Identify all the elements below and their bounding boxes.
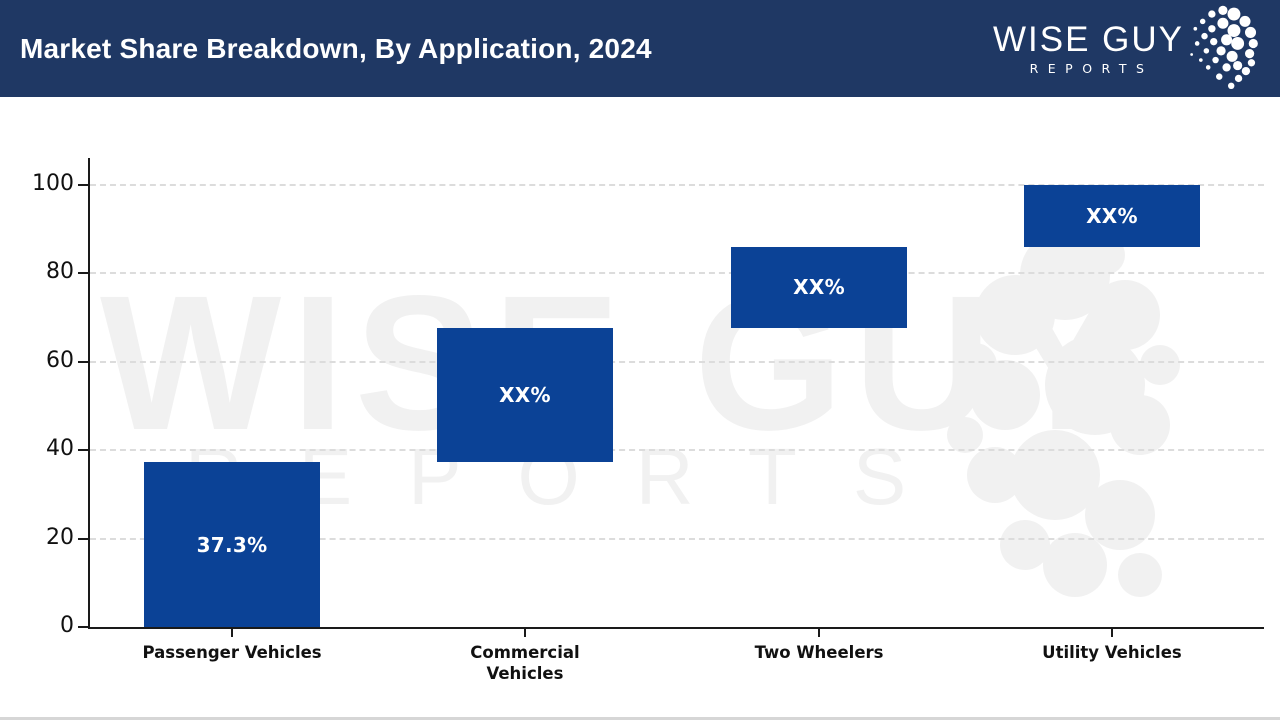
- bar-value-label: XX%: [793, 275, 845, 300]
- gridline-100: [90, 184, 1264, 186]
- y-tick-label-40: 40: [46, 436, 74, 462]
- logo-wordmark: WISE GUY: [992, 19, 1184, 59]
- x-tick-mark-3: [1110, 629, 1113, 637]
- wise-guy-logo: WISE GUY REPORTS: [993, 3, 1266, 95]
- gridline-60: [90, 360, 1264, 363]
- x-tick-label-2: Two Wheelers: [754, 643, 884, 662]
- x-tick-mark-1: [523, 629, 526, 637]
- bottom-border: [0, 717, 1280, 720]
- y-tick-label-20: 20: [46, 524, 74, 550]
- y-tick-label-60: 60: [46, 347, 74, 373]
- logo-head-icon: [1190, 5, 1258, 89]
- bar-value-label: XX%: [499, 382, 551, 407]
- x-tick-mark-0: [231, 629, 234, 637]
- y-tick-mark-100: [78, 184, 88, 186]
- bar-passenger-vehicles: 37.3%: [144, 462, 321, 627]
- gridline-20: [90, 537, 1264, 540]
- y-tick-mark-20: [78, 537, 88, 540]
- y-tick-mark-80: [78, 272, 88, 275]
- y-tick-label-0: 0: [60, 613, 74, 638]
- y-tick-mark-40: [78, 449, 88, 452]
- bar-value-label: XX%: [1086, 203, 1138, 228]
- header-bar: Market Share Breakdown, By Application, …: [0, 0, 1280, 97]
- bar-utility-vehicles: XX%: [1023, 185, 1200, 247]
- y-tick-mark-60: [78, 360, 88, 363]
- x-tick-label-0: Passenger Vehicles: [142, 643, 322, 662]
- logo-text: WISE GUY REPORTS: [993, 22, 1184, 76]
- y-tick-mark-0: [78, 626, 88, 628]
- bar-two-wheelers: XX%: [731, 246, 908, 328]
- page-title: Market Share Breakdown, By Application, …: [20, 32, 652, 64]
- bar-commercial-vehicles: XX%: [436, 327, 613, 463]
- y-tick-label-100: 100: [32, 171, 74, 196]
- gridline-80: [90, 272, 1264, 275]
- bar-value-label: 37.3%: [196, 532, 268, 557]
- gridline-40: [90, 449, 1264, 452]
- x-tick-label-3: Utility Vehicles: [1042, 643, 1182, 662]
- x-tick-mark-2: [818, 629, 821, 637]
- plot-area: 0 20 40 60 80 100 37.3% Passenger Vehicles XX% Co…: [32, 158, 1264, 683]
- logo-subtext: REPORTS: [1029, 60, 1154, 76]
- x-tick-label-1: Commercial Vehicles: [470, 643, 580, 683]
- chart-region: WISE GUY REPORTS 0 20 40 60 80 100 37.3% Passen…: [0, 97, 1280, 718]
- y-tick-label-80: 80: [46, 259, 74, 285]
